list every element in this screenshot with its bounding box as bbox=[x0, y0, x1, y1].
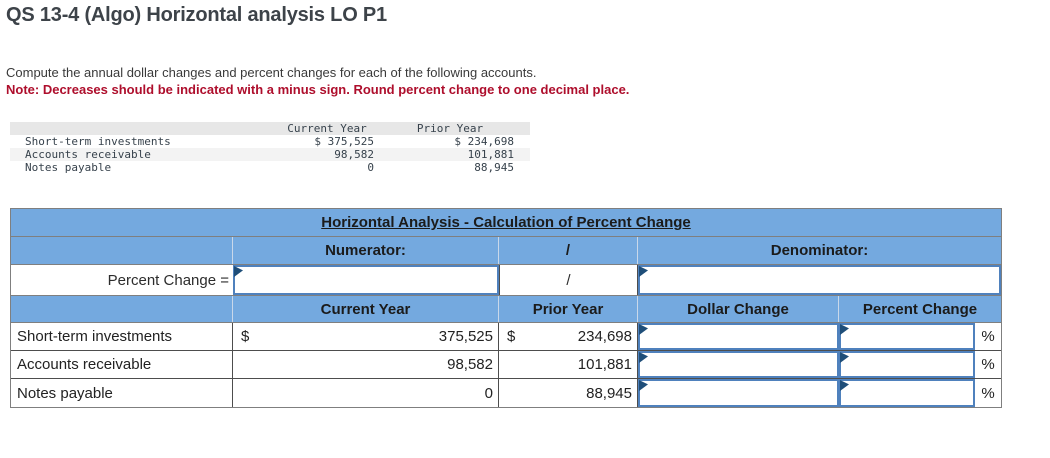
dollar-change-input[interactable] bbox=[638, 351, 839, 378]
percent-suffix: % bbox=[981, 384, 995, 402]
source-current-year-value: 0 bbox=[367, 161, 374, 174]
column-header-prior-year: Prior Year bbox=[499, 296, 638, 322]
table-row-short-term-investments: Short-term investments $375,525 $234,698… bbox=[11, 323, 1001, 351]
account-label: Notes payable bbox=[11, 379, 233, 407]
column-header-row: Current Year Prior Year Dollar Change Pe… bbox=[11, 295, 1001, 323]
source-data-table: Current Year Prior Year Short-term inves… bbox=[10, 122, 530, 174]
worksheet-title: Horizontal Analysis - Calculation of Per… bbox=[321, 214, 691, 231]
denominator-label: Denominator: bbox=[770, 242, 869, 259]
dollar-sign: $ bbox=[507, 328, 516, 345]
current-year-value: 0 bbox=[484, 384, 493, 402]
column-header-current-year: Current Year bbox=[233, 296, 499, 322]
percent-change-formula-row: Percent Change = / bbox=[11, 265, 1001, 295]
source-account: Short-term investments bbox=[25, 135, 171, 148]
instructions: Compute the annual dollar changes and pe… bbox=[6, 64, 629, 98]
prior-year-cell: 101,881 bbox=[499, 351, 638, 378]
column-header-percent-change: Percent Change bbox=[862, 300, 978, 318]
formula-header-blank bbox=[11, 237, 233, 264]
prior-year-cell: 88,945 bbox=[499, 379, 638, 407]
column-header-dollar-change: Dollar Change bbox=[638, 296, 839, 322]
source-row: Notes payable 0 88,945 bbox=[10, 161, 530, 174]
percent-change-cell: % bbox=[839, 379, 1001, 407]
source-row: Accounts receivable 98,582 101,881 bbox=[10, 148, 530, 161]
dollar-change-cell bbox=[638, 323, 839, 350]
prior-year-value: 234,698 bbox=[577, 328, 632, 345]
dollar-sign: $ bbox=[241, 328, 250, 345]
percent-suffix: % bbox=[981, 356, 995, 373]
prior-year-value: 88,945 bbox=[586, 384, 632, 402]
percent-change-input[interactable] bbox=[839, 351, 975, 378]
source-prior-year-value: 88,945 bbox=[474, 161, 514, 174]
current-year-cell: 0 bbox=[233, 379, 499, 407]
source-current-year-value: $ 375,525 bbox=[314, 135, 374, 148]
numerator-input-cell bbox=[233, 265, 499, 295]
source-prior-year-value: 101,881 bbox=[380, 148, 530, 161]
percent-change-cell: % bbox=[839, 351, 1001, 378]
denominator-input[interactable] bbox=[638, 265, 1001, 295]
prior-year-value: 101,881 bbox=[577, 356, 632, 373]
column-header-blank bbox=[11, 296, 233, 322]
account-label: Accounts receivable bbox=[11, 351, 233, 378]
source-current-year-value: 98,582 bbox=[280, 148, 380, 161]
current-year-value: 375,525 bbox=[438, 328, 493, 345]
table-row-accounts-receivable: Accounts receivable 98,582 101,881 % bbox=[11, 351, 1001, 379]
dollar-change-input[interactable] bbox=[638, 323, 839, 350]
slash-label: / bbox=[499, 237, 638, 264]
page-title: QS 13-4 (Algo) Horizontal analysis LO P1 bbox=[6, 4, 387, 26]
percent-suffix: % bbox=[981, 328, 995, 345]
dollar-change-input[interactable] bbox=[638, 379, 839, 407]
percent-change-input[interactable] bbox=[839, 379, 975, 407]
worksheet-title-row: Horizontal Analysis - Calculation of Per… bbox=[11, 209, 1001, 237]
current-year-cell: $375,525 bbox=[233, 323, 499, 350]
prior-year-cell: $234,698 bbox=[499, 323, 638, 350]
source-header-blank bbox=[10, 122, 280, 135]
current-year-value: 98,582 bbox=[447, 356, 493, 373]
account-label: Short-term investments bbox=[11, 323, 233, 350]
source-account: Notes payable bbox=[25, 161, 112, 174]
source-header-row: Current Year Prior Year bbox=[10, 122, 530, 135]
percent-change-equals-label: Percent Change = bbox=[107, 271, 229, 289]
formula-header-row: Numerator: / Denominator: bbox=[11, 237, 1001, 265]
worksheet-table: Horizontal Analysis - Calculation of Per… bbox=[10, 208, 1002, 408]
source-row: Short-term investments $ 375,525 $ 234,6… bbox=[10, 135, 530, 148]
instruction-line: Compute the annual dollar changes and pe… bbox=[6, 65, 537, 80]
slash-value: / bbox=[499, 265, 638, 295]
table-row-notes-payable: Notes payable 0 88,945 % bbox=[11, 379, 1001, 407]
worksheet-title-cell: Horizontal Analysis - Calculation of Per… bbox=[11, 209, 1001, 236]
source-header-current-year: Current Year bbox=[280, 122, 380, 135]
dollar-change-cell bbox=[638, 379, 839, 407]
percent-change-input[interactable] bbox=[839, 323, 975, 350]
numerator-label: Numerator: bbox=[233, 237, 499, 264]
current-year-cell: 98,582 bbox=[233, 351, 499, 378]
percent-change-cell: % bbox=[839, 323, 1001, 350]
denominator-input-cell bbox=[638, 265, 1001, 295]
source-header-prior-year: Prior Year bbox=[380, 122, 530, 135]
source-prior-year-value: $ 234,698 bbox=[454, 135, 514, 148]
dollar-change-cell bbox=[638, 351, 839, 378]
numerator-input[interactable] bbox=[233, 265, 499, 295]
source-account: Accounts receivable bbox=[10, 148, 280, 161]
instruction-note: Note: Decreases should be indicated with… bbox=[6, 82, 630, 97]
